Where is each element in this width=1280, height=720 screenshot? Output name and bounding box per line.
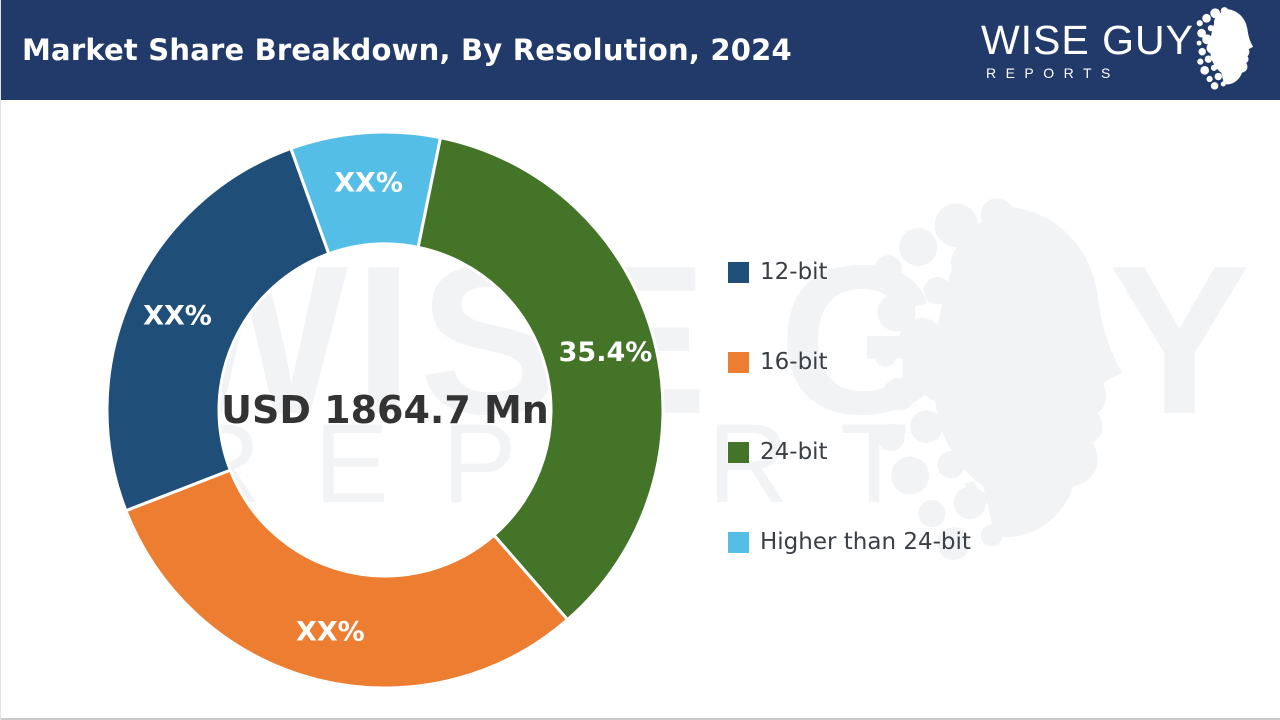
chart-legend: 12-bit 16-bit 24-bit Higher than 24-bit [728, 252, 971, 612]
legend-swatch-24-bit [728, 441, 749, 463]
legend-swatch-higher-than-24-bit [728, 531, 749, 553]
segment-value-label: XX% [296, 616, 365, 647]
legend-label: 16-bit [760, 349, 828, 375]
legend-item-12-bit: 12-bit [728, 252, 971, 292]
donut-center-value: USD 1864.7 Mn [221, 388, 549, 432]
donut-segment-24-bit [416, 136, 665, 622]
legend-swatch-16-bit [728, 351, 749, 373]
legend-label: Higher than 24-bit [760, 529, 971, 555]
logo-subtitle: REPORTS [985, 64, 1120, 81]
segment-value-label: XX% [334, 168, 403, 199]
logo-wordmark: WISE GUY [980, 16, 1194, 63]
logo-text: WISE GUY REPORTS [980, 16, 1194, 81]
logo-head-icon [1196, 6, 1254, 90]
segment-value-label: 35.4% [559, 337, 653, 368]
wise-guy-reports-logo: WISE GUY REPORTS [980, 6, 1258, 94]
legend-item-higher-than-24-bit: Higher than 24-bit [728, 522, 971, 562]
donut-segment-16-bit [124, 468, 570, 690]
header-bar: Market Share Breakdown, By Resolution, 2… [0, 0, 1280, 100]
legend-item-24-bit: 24-bit [728, 432, 971, 472]
page-title: Market Share Breakdown, By Resolution, 2… [22, 33, 792, 67]
donut-segment-12-bit [105, 146, 331, 513]
legend-label: 12-bit [760, 259, 828, 285]
segment-value-label: XX% [143, 301, 212, 332]
legend-swatch-12-bit [728, 261, 749, 283]
donut-chart: XX% 35.4% XX% XX% USD 1864.7 Mn [105, 130, 665, 690]
legend-item-16-bit: 16-bit [728, 342, 971, 382]
legend-label: 24-bit [760, 439, 828, 465]
